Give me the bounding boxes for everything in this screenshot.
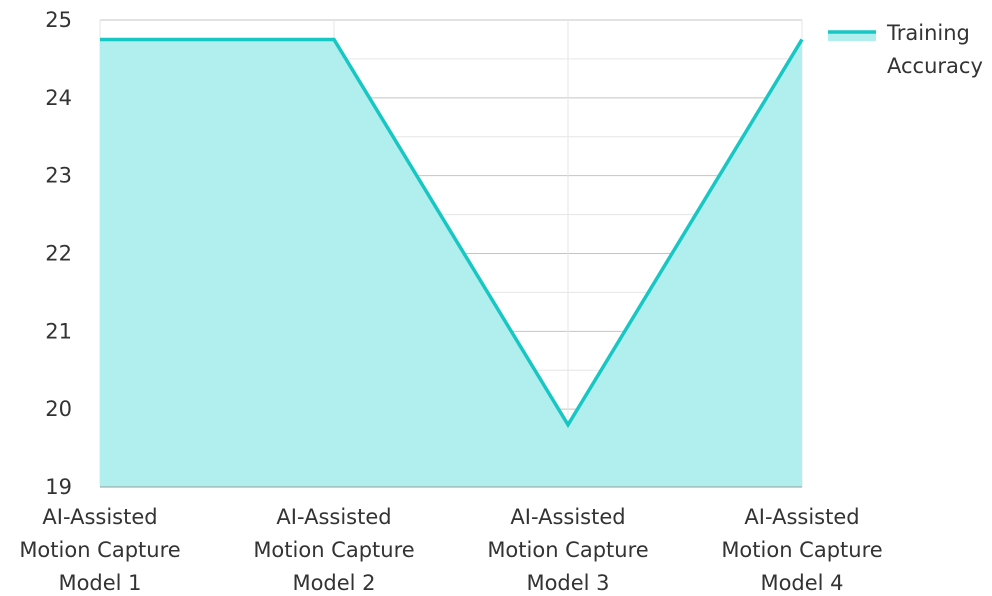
y-tick-label: 19 [45, 475, 72, 499]
y-tick-label: 23 [45, 164, 72, 188]
y-tick-label: 21 [45, 319, 72, 343]
y-tick-label: 20 [45, 397, 72, 421]
legend: Training Accuracy [828, 21, 983, 78]
legend-label-line1: Training [886, 21, 970, 45]
series-area-fill [100, 39, 802, 487]
y-tick-label: 22 [45, 242, 72, 266]
legend-label-line2: Accuracy [887, 54, 983, 78]
y-tick-label: 25 [45, 8, 72, 32]
y-tick-label: 24 [45, 86, 72, 110]
series-area [100, 39, 802, 487]
